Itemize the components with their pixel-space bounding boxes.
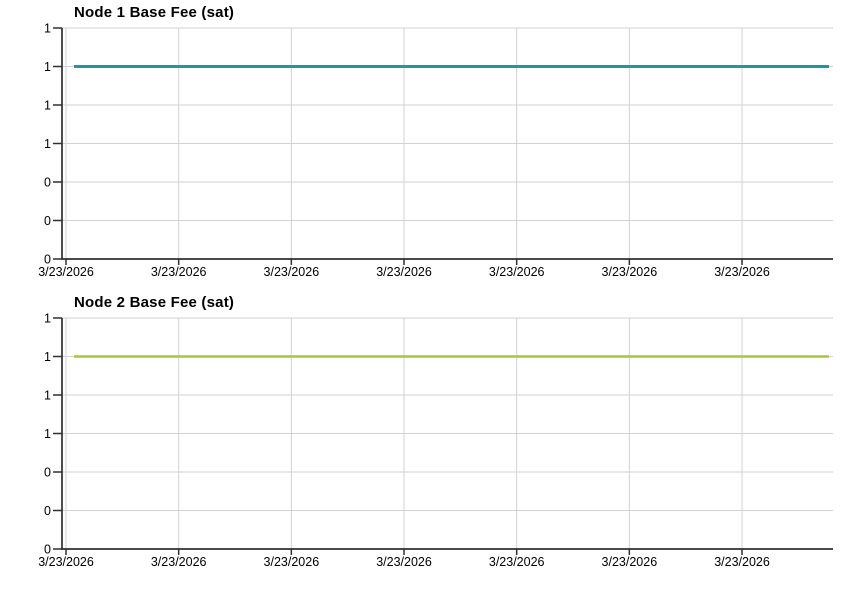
chart-title: Node 2 Base Fee (sat): [74, 294, 235, 311]
x-tick-label: 3/23/2026: [376, 265, 432, 279]
x-tick-label: 3/23/2026: [602, 265, 658, 279]
y-tick-label: 1: [44, 350, 51, 364]
y-tick-label: 0: [44, 253, 51, 267]
x-tick-label: 3/23/2026: [489, 555, 545, 569]
y-tick-label: 0: [44, 214, 51, 228]
y-tick-label: 1: [44, 389, 51, 403]
x-tick-label: 3/23/2026: [264, 265, 320, 279]
x-tick-label: 3/23/2026: [151, 555, 207, 569]
plot-area: 3/23/2026 3/23/2026 3/23/2026 3/23/2026 3/23…: [38, 312, 833, 569]
y-tick-label: 0: [44, 543, 51, 557]
x-tick-label: 3/23/2026: [151, 265, 207, 279]
chart-node-2-base-fee: Node 2 Base Fee (sat) 3/23/2026 3/23/2026…: [0, 290, 860, 600]
x-tick-label: 3/23/2026: [714, 265, 770, 279]
x-tick-label: 3/23/2026: [38, 265, 94, 279]
x-tick-label: 3/23/2026: [489, 265, 545, 279]
plot-area: 3/23/2026 3/23/2026 3/23/2026 3/23/2026 3/23…: [38, 22, 833, 279]
x-tick-label: 3/23/2026: [714, 555, 770, 569]
chart-node-1-base-fee: Node 1 Base Fee (sat) 3/23/2026 3/23/2026…: [0, 0, 860, 290]
x-tick-label: 3/23/2026: [264, 555, 320, 569]
y-tick-label: 0: [44, 176, 51, 190]
y-tick-label: 1: [44, 427, 51, 441]
chart-title: Node 1 Base Fee (sat): [74, 4, 235, 21]
x-tick-label: 3/23/2026: [38, 555, 94, 569]
x-tick-label: 3/23/2026: [602, 555, 658, 569]
y-tick-label: 1: [44, 99, 51, 113]
x-tick-label: 3/23/2026: [376, 555, 432, 569]
y-tick-label: 1: [44, 312, 51, 326]
y-tick-label: 1: [44, 60, 51, 74]
y-tick-label: 1: [44, 22, 51, 36]
y-tick-label: 1: [44, 137, 51, 151]
y-tick-label: 0: [44, 504, 51, 518]
y-tick-label: 0: [44, 466, 51, 480]
